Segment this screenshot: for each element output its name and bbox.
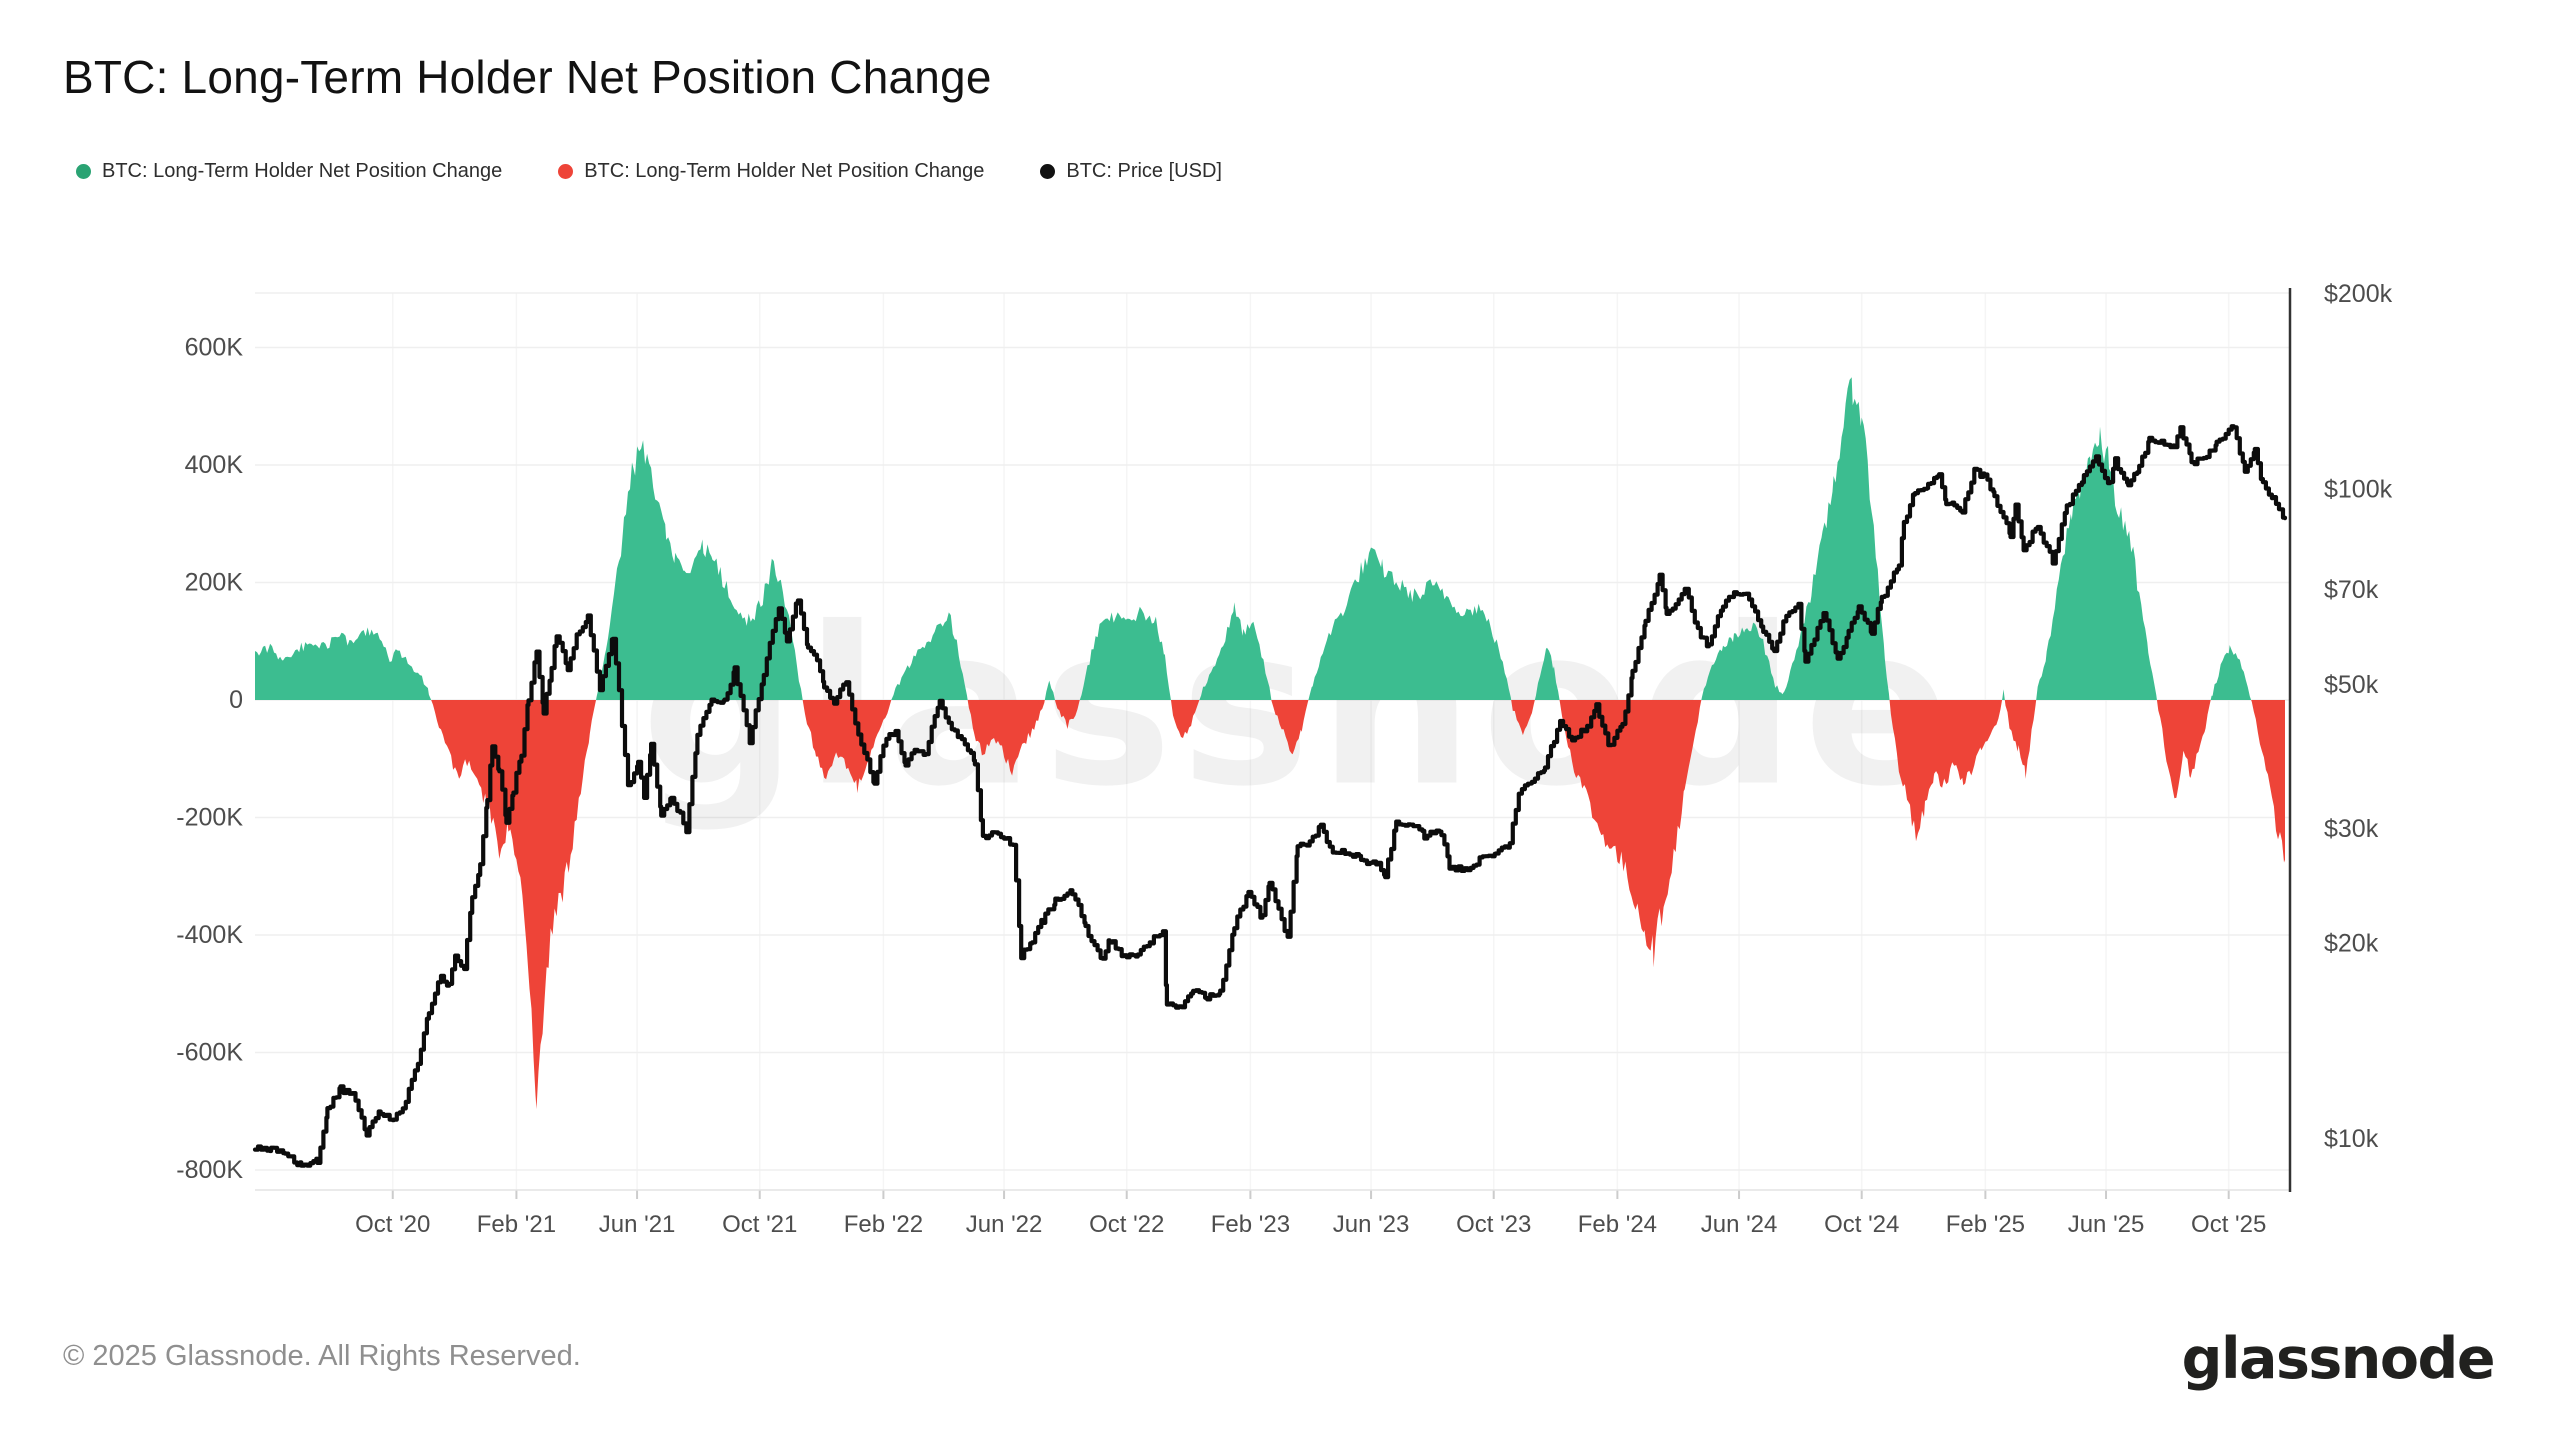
x-tick-marks	[391, 1190, 2230, 1199]
right-axis-tick-label: $30k	[2324, 815, 2379, 843]
x-tick-label: Jun '25	[2068, 1211, 2145, 1238]
x-tick-label: Jun '23	[1333, 1211, 1410, 1238]
legend-dot-red-icon	[558, 164, 574, 179]
page-title: BTC: Long-Term Holder Net Position Chang…	[63, 51, 992, 103]
x-tick-label: Jun '22	[966, 1211, 1043, 1238]
x-tick-label: Feb '25	[1946, 1211, 2025, 1238]
chart-legend: BTC: Long-Term Holder Net Position Chang…	[76, 160, 1222, 183]
legend-label: BTC: Long-Term Holder Net Position Chang…	[584, 160, 985, 182]
glassnode-wordmark: glassnode	[2181, 1326, 2496, 1392]
legend-dot-green-icon	[76, 164, 91, 179]
left-axis-tick-label: -200K	[176, 804, 243, 832]
x-tick-label: Oct '25	[2191, 1211, 2266, 1238]
x-tick-label: Oct '20	[355, 1211, 430, 1238]
btc-price-line	[252, 424, 2288, 1168]
left-axis-tick-label: 600K	[185, 334, 244, 362]
right-axis-tick-label: $20k	[2324, 930, 2379, 958]
left-axis-tick-label: -600K	[176, 1039, 243, 1067]
x-tick-label: Feb '23	[1211, 1211, 1290, 1238]
x-tick-label: Feb '22	[844, 1211, 923, 1238]
x-tick-label: Feb '24	[1578, 1211, 1657, 1238]
copyright-text: © 2025 Glassnode. All Rights Reserved.	[63, 1340, 581, 1372]
legend-label: BTC: Long-Term Holder Net Position Chang…	[102, 160, 503, 182]
x-tick-label: Oct '21	[722, 1211, 797, 1238]
x-tick-label: Oct '23	[1456, 1211, 1531, 1238]
legend-label: BTC: Price [USD]	[1066, 160, 1222, 182]
left-axis-tick-label: -400K	[176, 921, 243, 949]
x-tick-label: Jun '24	[1701, 1211, 1778, 1238]
right-axis-tick-label: $10k	[2324, 1125, 2379, 1153]
left-axis-tick-label: 200K	[185, 569, 244, 597]
right-axis-tick-label: $200k	[2324, 280, 2393, 308]
legend-item-lth-negative[interactable]: BTC: Long-Term Holder Net Position Chang…	[558, 160, 984, 183]
legend-item-price[interactable]: BTC: Price [USD]	[1040, 160, 1222, 183]
legend-dot-black-icon	[1040, 164, 1056, 179]
left-axis-tick-label: 400K	[185, 451, 244, 479]
x-tick-labels: Oct '20 Feb '21 Jun '21 Oct '21 Feb '22 Jun '…	[355, 1211, 2266, 1238]
legend-item-lth-positive[interactable]: BTC: Long-Term Holder Net Position Chang…	[76, 160, 502, 183]
x-tick-label: Feb '21	[477, 1211, 556, 1238]
net-position-area-negative	[255, 700, 2285, 1110]
right-axis-tick-label: $100k	[2324, 476, 2393, 504]
x-tick-label: Oct '22	[1089, 1211, 1164, 1238]
x-tick-label: Oct '24	[1824, 1211, 1899, 1238]
area-path-red	[255, 700, 2285, 1110]
net-position-area-positive	[255, 377, 2285, 700]
right-axis-tick-label: $50k	[2324, 671, 2379, 699]
x-gridlines	[391, 293, 2230, 1190]
left-axis-tick-label: -800K	[176, 1156, 243, 1184]
area-path-green	[255, 377, 2285, 700]
x-tick-label: Jun '21	[599, 1211, 676, 1238]
left-axis-labels: 600K 400K 200K 0 -200K -400K -600K -800K	[176, 334, 243, 1185]
left-axis-tick-label: 0	[229, 686, 243, 714]
right-axis-labels: $200k $100k $70k $50k $30k $20k $10k	[2324, 280, 2393, 1153]
right-axis-tick-label: $70k	[2324, 576, 2379, 604]
